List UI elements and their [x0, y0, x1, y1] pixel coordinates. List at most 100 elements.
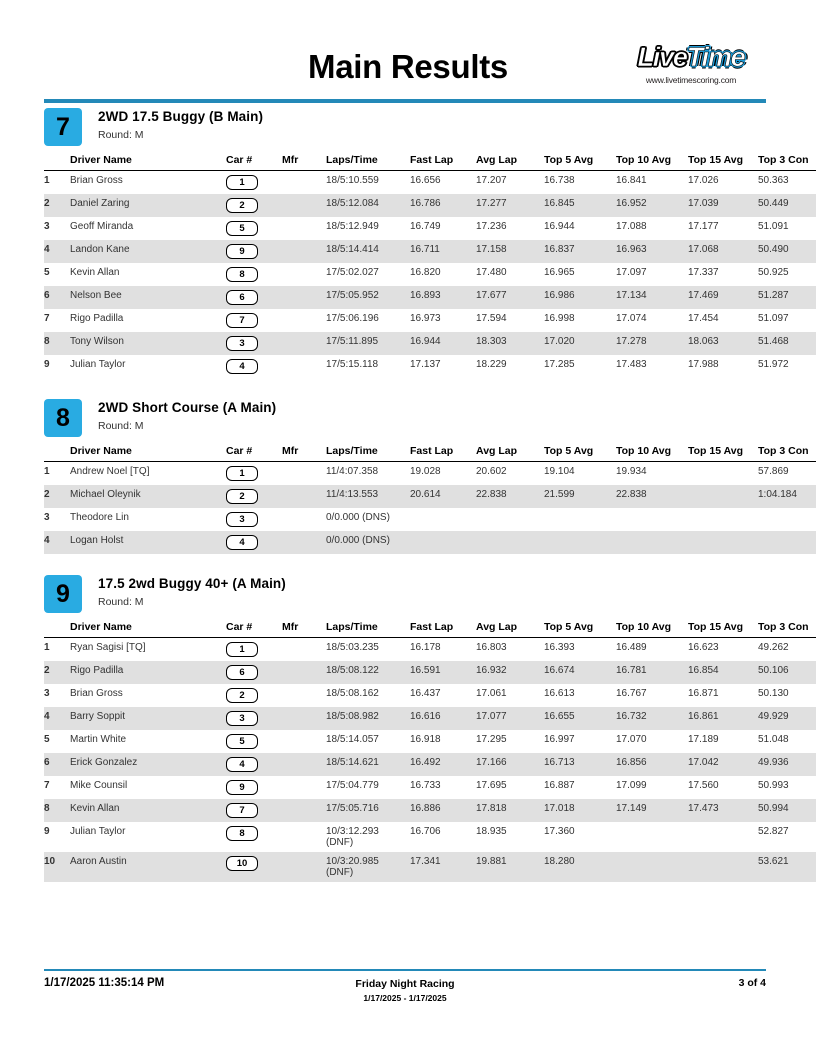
table-row: 2 Daniel Zaring 2 18/5:12.084 16.786 17.277 16…: [44, 194, 816, 217]
column-header-laps-time: Laps/Time: [326, 443, 410, 462]
cell-avg-lap: 17.166: [476, 753, 544, 776]
cell-driver-name: Mike Counsil: [70, 780, 128, 791]
cell-top10-avg: [616, 531, 688, 554]
laps-time-value: 17/5:02.027: [326, 267, 379, 278]
column-header-top3-con: Top 3 Con: [758, 443, 816, 462]
cell-top10-avg: 17.074: [616, 313, 647, 324]
cell-top3-con: 50.106: [758, 661, 816, 684]
cell-top10-avg: 17.278: [616, 332, 688, 355]
cell-avg-lap: 16.932: [476, 661, 544, 684]
car-number-pill: 4: [226, 757, 258, 772]
table-row: 10 Aaron Austin 10 10/3:20.985 (DNF) 17.341 19…: [44, 852, 816, 882]
cell-top5-avg: 18.280: [544, 852, 616, 882]
cell-top5-avg: 17.018: [544, 799, 616, 822]
table-row: 8 Kevin Allan 7 17/5:05.716 16.886 17.818 17.0…: [44, 799, 816, 822]
section-round-label: Round: M: [98, 128, 144, 141]
cell-laps-time: 17/5:04.779: [326, 776, 410, 799]
cell-fast-lap: 16.492: [410, 753, 476, 776]
section-title-block: 2WD 17.5 Buggy (B Main) Round: M: [98, 108, 263, 141]
cell-top15-avg: 16.861: [688, 707, 758, 730]
cell-fast-lap: 16.711: [410, 240, 476, 263]
cell-top3-con: [758, 508, 816, 531]
cell-position: 4: [44, 531, 70, 554]
cell-fast-lap: 16.918: [410, 734, 441, 745]
footer-event-dates: 1/17/2025 - 1/17/2025: [363, 993, 447, 1003]
column-header-position: [44, 152, 70, 171]
cell-top10-avg: [616, 852, 688, 882]
cell-top10-avg: 17.099: [616, 780, 647, 791]
cell-driver-name: Nelson Bee: [70, 286, 226, 309]
cell-top10-avg: 16.841: [616, 175, 647, 186]
cell-laps-time: 17/5:05.952: [326, 286, 410, 309]
cell-car-number: 1: [226, 638, 282, 662]
cell-laps-time: 18/5:12.084: [326, 194, 410, 217]
laps-time-value: 10/3:12.293: [326, 826, 379, 837]
cell-fast-lap: 16.616: [410, 707, 476, 730]
section-round-label: Round: M: [98, 419, 144, 432]
cell-driver-name: Andrew Noel [TQ]: [70, 466, 150, 477]
cell-mfr: [282, 309, 326, 332]
cell-top5-avg: 21.599: [544, 485, 616, 508]
cell-mfr: [282, 286, 326, 309]
cell-avg-lap: [476, 508, 544, 531]
cell-fast-lap: 19.028: [410, 466, 441, 477]
column-header-top5-avg: Top 5 Avg: [544, 152, 616, 171]
cell-car-number: 4: [226, 531, 282, 554]
column-header-mfr: Mfr: [282, 443, 326, 462]
cell-top3-con: 51.048: [758, 734, 789, 745]
section-number-badge: 8: [44, 399, 82, 437]
cell-driver-name: Aaron Austin: [70, 852, 226, 882]
cell-fast-lap: 16.820: [410, 267, 441, 278]
table-row: 9 Julian Taylor 4 17/5:15.118 17.137 18.229 17…: [44, 355, 816, 378]
cell-avg-lap: 17.594: [476, 313, 507, 324]
cell-laps-time: 18/5:14.057: [326, 730, 410, 753]
section-header: 9 17.5 2wd Buggy 40+ (A Main) Round: M: [44, 575, 766, 613]
table-row: 4 Barry Soppit 3 18/5:08.982 16.616 17.077 16.…: [44, 707, 816, 730]
cell-top3-con: 50.993: [758, 780, 789, 791]
cell-position: 6: [44, 753, 70, 776]
cell-position: 4: [44, 707, 70, 730]
footer-divider: [44, 969, 766, 971]
cell-top5-avg: 16.738: [544, 175, 575, 186]
cell-laps-time: 10/3:20.985 (DNF): [326, 852, 410, 882]
cell-avg-lap: 17.695: [476, 780, 507, 791]
cell-avg-lap: 17.677: [476, 286, 544, 309]
column-header-car-number: Car #: [226, 152, 282, 171]
cell-top10-avg: 16.952: [616, 194, 688, 217]
cell-top10-avg: 22.838: [616, 485, 688, 508]
cell-top5-avg: 16.613: [544, 688, 575, 699]
cell-driver-name: Logan Holst: [70, 531, 226, 554]
cell-driver-name: Landon Kane: [70, 240, 226, 263]
table-header-row: Driver Name Car # Mfr Laps/Time Fast Lap Avg …: [44, 152, 816, 171]
car-number-pill: 2: [226, 489, 258, 504]
cell-fast-lap: 16.944: [410, 332, 476, 355]
cell-car-number: 3: [226, 508, 282, 531]
column-header-avg-lap: Avg Lap: [476, 619, 544, 638]
cell-position: 3: [44, 512, 50, 523]
cell-top15-avg: 17.560: [688, 780, 719, 791]
cell-top5-avg: 16.944: [544, 221, 575, 232]
cell-laps-time: 10/3:12.293 (DNF): [326, 822, 410, 852]
cell-top3-con: 51.097: [758, 313, 789, 324]
column-header-top5-avg: Top 5 Avg: [544, 619, 616, 638]
cell-top10-avg: [616, 508, 688, 531]
cell-top10-avg: 16.963: [616, 240, 688, 263]
laps-time-value: 18/5:08.122: [326, 665, 379, 676]
cell-top10-avg: 16.767: [616, 688, 647, 699]
laps-time-value: 18/5:12.949: [326, 221, 379, 232]
cell-top15-avg: [688, 531, 758, 554]
cell-top15-avg: 17.026: [688, 175, 719, 186]
laps-time-value: 18/5:14.414: [326, 244, 379, 255]
cell-top5-avg: 17.020: [544, 332, 616, 355]
cell-top5-avg: 19.104: [544, 466, 575, 477]
table-row: 3 Theodore Lin 3 0/0.000 (DNS): [44, 508, 816, 531]
column-header-mfr: Mfr: [282, 619, 326, 638]
cell-fast-lap: 16.749: [410, 221, 441, 232]
cell-car-number: 8: [226, 822, 282, 852]
cell-mfr: [282, 730, 326, 753]
cell-mfr: [282, 194, 326, 217]
cell-top3-con: 51.972: [758, 359, 789, 370]
cell-driver-name: Erick Gonzalez: [70, 753, 226, 776]
cell-driver-name: Daniel Zaring: [70, 194, 226, 217]
results-table: Driver Name Car # Mfr Laps/Time Fast Lap Avg …: [44, 443, 816, 554]
